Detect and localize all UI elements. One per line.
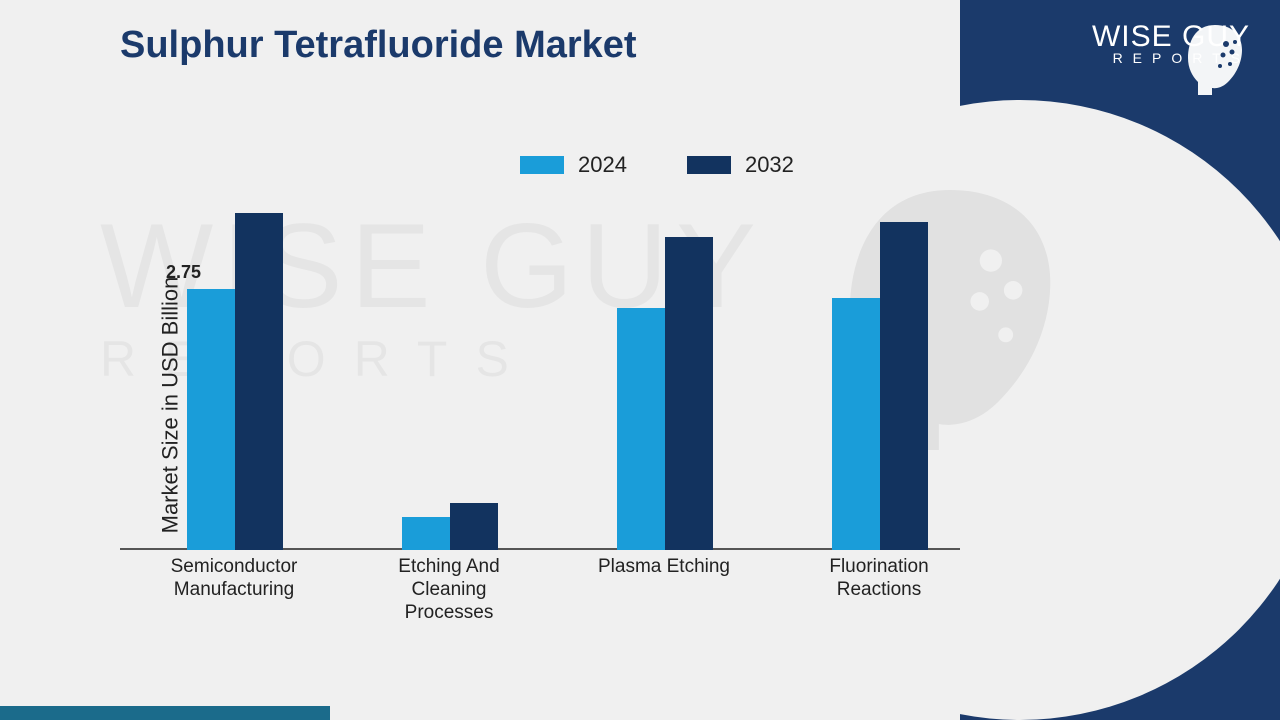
bar-2032 — [880, 222, 928, 550]
bar-2024 — [832, 298, 880, 550]
bar-2024 — [617, 308, 665, 550]
x-axis-category-label: Etching And Cleaning Processes — [369, 556, 529, 624]
x-axis-category-label: Fluorination Reactions — [799, 556, 959, 602]
x-axis-category-label: Plasma Etching — [584, 556, 744, 579]
bar-2024 — [402, 517, 450, 550]
plot-area: 2.75 — [120, 170, 960, 550]
bar-2032 — [665, 237, 713, 551]
bar-2032 — [450, 503, 498, 551]
brand-logo: WISE GUY REPORTS — [1092, 20, 1250, 66]
chart-title: Sulphur Tetrafluoride Market — [120, 24, 637, 67]
bar-group — [590, 237, 740, 551]
bar-group — [375, 503, 525, 551]
bar-2032 — [235, 213, 283, 550]
chart-area: 2024 2032 Market Size in USD Billion 2.7… — [90, 170, 960, 640]
brand-panel — [960, 0, 1280, 720]
bar-group — [805, 222, 955, 550]
head-icon — [1180, 20, 1250, 100]
footer-accent-bar — [0, 706, 330, 720]
bar-group: 2.75 — [160, 213, 310, 550]
bar-value-label: 2.75 — [166, 262, 201, 283]
x-axis-category-label: Semiconductor Manufacturing — [154, 556, 314, 602]
chart-canvas: WISE GUY REPORTS Sulphur Tetrafluoride M… — [0, 0, 1280, 720]
bar-2024 — [187, 289, 235, 550]
